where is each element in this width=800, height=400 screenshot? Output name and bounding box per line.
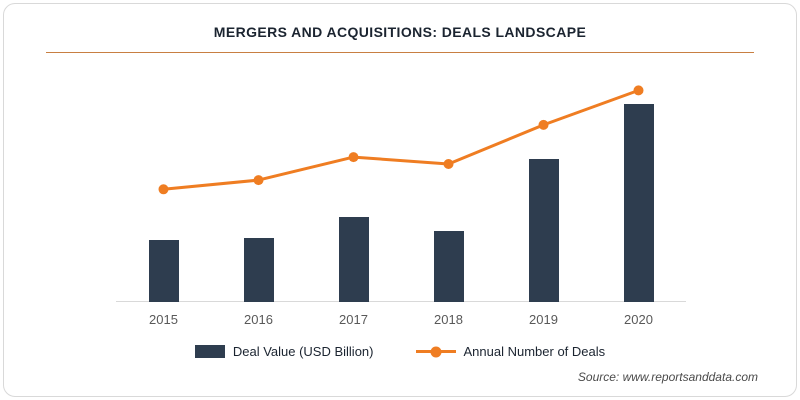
line-marker-2020 [633,85,644,96]
x-tick-label-2019: 2019 [529,312,558,327]
x-tick-label-2016: 2016 [244,312,273,327]
x-axis-labels: 2015 2016 2017 2018 2019 2020 [116,312,686,330]
legend-item-deal-value: Deal Value (USD Billion) [194,344,374,359]
line-marker-2019 [538,119,549,130]
bar-2020 [623,104,654,302]
plot-area [116,72,686,302]
chart-card: MERGERS AND ACQUISITIONS: DEALS LANDSCAP… [3,3,797,397]
x-tick-label-2017: 2017 [339,312,368,327]
legend-line-marker-icon [430,346,441,357]
bar-2019 [528,159,559,302]
source-credit: Source: www.reportsanddata.com [577,370,758,384]
legend-bar-swatch [194,345,225,358]
line-marker-2015 [158,184,169,195]
title-divider [46,52,754,53]
legend-label-annual-deals: Annual Number of Deals [463,344,606,359]
legend-line-swatch [415,346,456,357]
x-tick-label-2018: 2018 [434,312,463,327]
legend-item-annual-deals: Annual Number of Deals [415,344,606,359]
chart-title: MERGERS AND ACQUISITIONS: DEALS LANDSCAP… [213,24,587,40]
line-marker-2017 [348,152,359,163]
bar-2016 [243,237,274,302]
legend: Deal Value (USD Billion) Annual Number o… [4,344,796,359]
line-series [158,85,644,195]
x-axis-line [116,301,686,302]
bar-2015 [148,239,179,302]
line-marker-2018 [443,159,454,169]
x-tick-label-2020: 2020 [624,312,653,327]
bar-2018 [433,230,464,302]
line-marker-2016 [253,175,264,186]
legend-label-deal-value: Deal Value (USD Billion) [232,344,374,359]
bar-2017 [338,216,369,302]
x-tick-label-2015: 2015 [149,312,178,327]
